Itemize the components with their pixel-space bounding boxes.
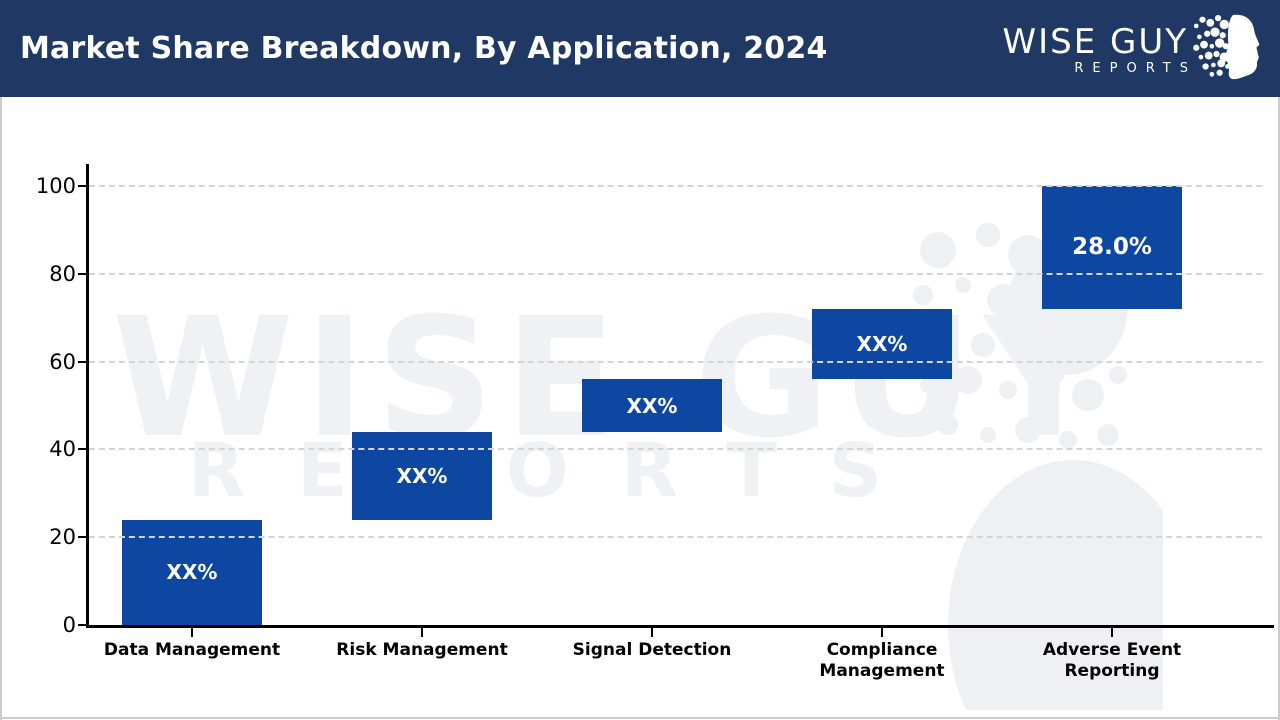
x-tick-label-data-management: Data Management	[103, 640, 281, 660]
y-tick-mark	[78, 624, 87, 626]
header-bar: Market Share Breakdown, By Application, …	[0, 0, 1280, 97]
logo-subtitle: REPORTS	[1074, 61, 1197, 76]
x-tick-mark	[191, 628, 193, 637]
y-tick-label: 40	[49, 437, 76, 462]
x-tick-mark	[881, 628, 883, 637]
gridline	[89, 448, 1262, 451]
x-tick-label-risk-management: Risk Management	[336, 640, 508, 660]
bar-risk-management	[352, 431, 492, 520]
gridline	[89, 360, 1262, 363]
bar-value-label: XX%	[856, 332, 908, 357]
logo-face-icon	[1193, 14, 1260, 80]
x-axis-line	[86, 625, 1274, 628]
y-tick-label: 100	[35, 174, 76, 198]
y-tick-label: 80	[49, 261, 76, 286]
wiseguy-logo: WISE GUY REPORTS	[1002, 4, 1268, 90]
logo-text: WISE GUY REPORTS	[1002, 24, 1188, 76]
gridline	[89, 272, 1262, 275]
bar-adverse-event-reporting	[1042, 186, 1182, 309]
x-tick-mark	[1111, 628, 1113, 637]
bar-value-label: XX%	[396, 463, 448, 488]
x-tick-label-signal-detection: Signal Detection	[572, 640, 732, 660]
page-border-left	[0, 97, 2, 720]
y-tick-mark	[78, 185, 87, 187]
y-axis-line	[86, 164, 89, 628]
bar-value-label: 28.0%	[1072, 234, 1152, 261]
page-border-bottom	[0, 717, 1280, 719]
x-tick-label-adverse-event-reporting: Adverse Event Reporting	[1042, 640, 1182, 681]
y-tick-mark	[78, 448, 87, 451]
y-tick-mark	[78, 536, 87, 539]
y-tick-label: 60	[49, 349, 76, 374]
bar-compliance-management	[812, 308, 952, 380]
x-tick-mark	[651, 628, 653, 637]
bar-value-label: XX%	[626, 393, 678, 418]
x-tick-label-compliance-management: Compliance Management	[819, 640, 945, 681]
logo-wordmark: WISE GUY	[1002, 22, 1188, 62]
page-title: Market Share Breakdown, By Application, …	[20, 31, 828, 66]
x-tick-mark	[421, 628, 423, 637]
gridline	[89, 536, 1262, 539]
y-tick-mark	[78, 360, 87, 363]
bar-value-label: XX%	[166, 560, 218, 585]
watermark-subtitle: REPORTS	[188, 428, 935, 514]
y-tick-label: 20	[49, 525, 76, 550]
bar-signal-detection	[582, 379, 722, 432]
y-tick-label: 0	[62, 613, 76, 637]
y-tick-mark	[78, 272, 87, 275]
gridline	[89, 185, 1262, 187]
page-border-right	[1278, 97, 1280, 720]
